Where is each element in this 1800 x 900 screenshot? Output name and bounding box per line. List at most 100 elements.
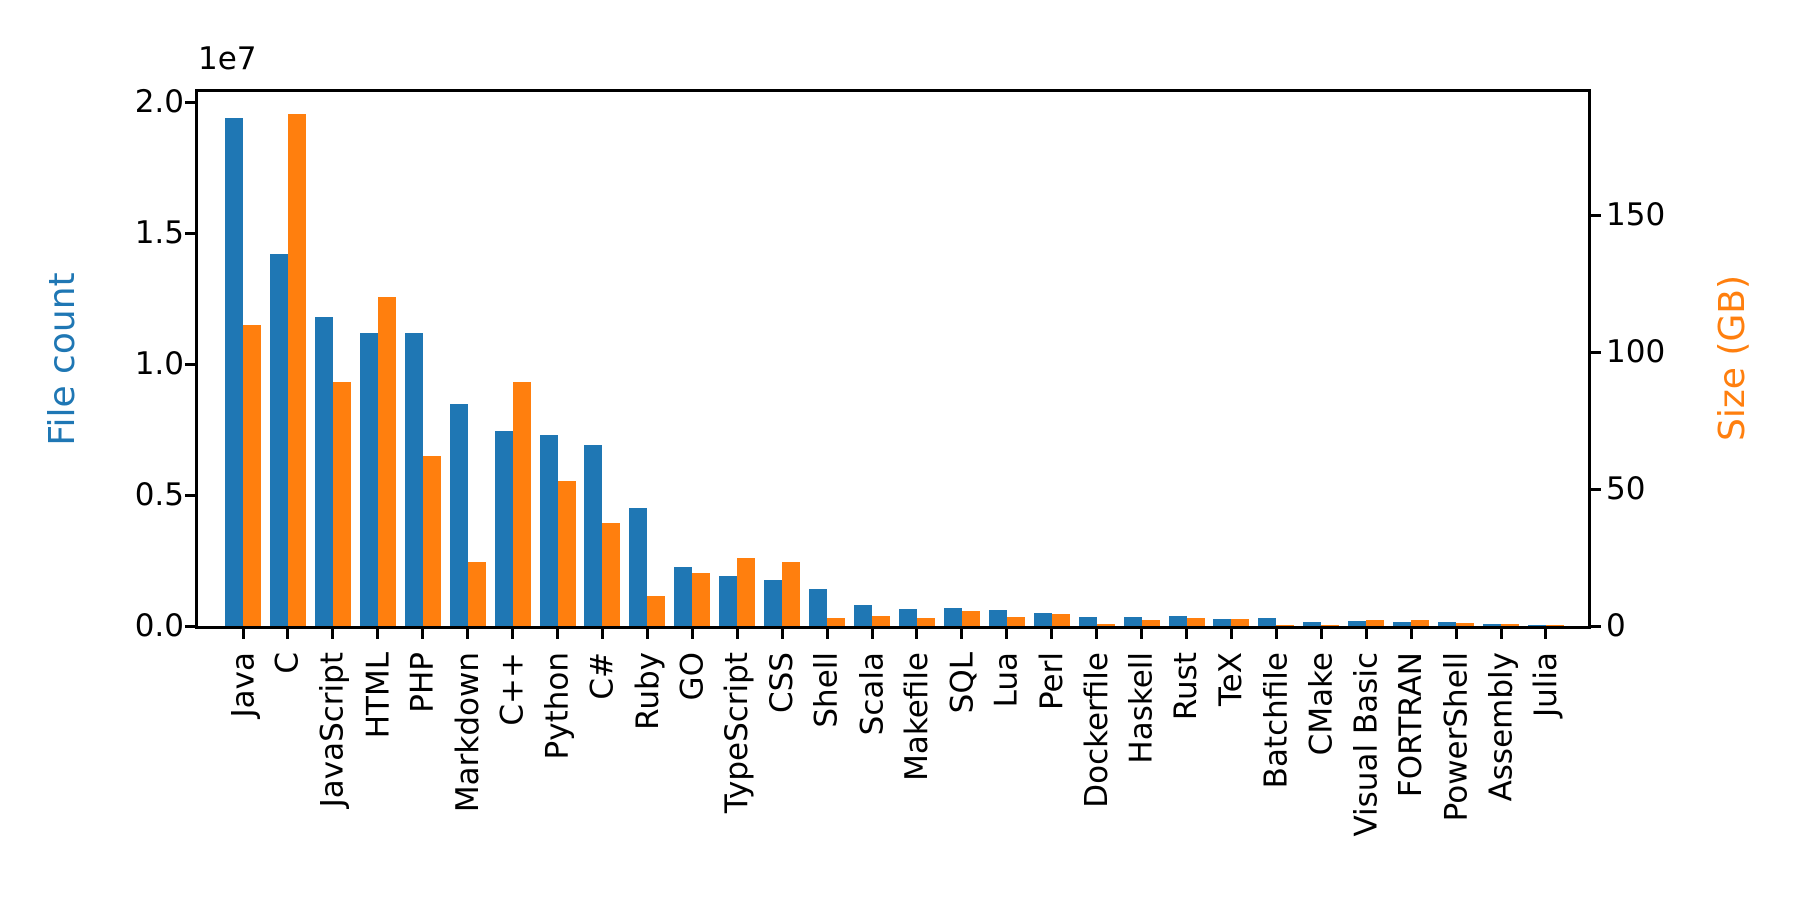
right-y-tick-150 (1589, 213, 1601, 217)
bar-file-count-visual-basic (1348, 620, 1367, 626)
x-tick-label-perl: Perl (1033, 652, 1070, 711)
x-tick-label-scala: Scala (854, 652, 891, 736)
bar-file-count-powershell (1438, 621, 1457, 626)
x-tick-label-java: Java (225, 652, 261, 718)
x-tick-powershell (1454, 627, 1458, 639)
bar-size-java (243, 324, 261, 626)
bar-size-typescript (737, 557, 756, 626)
x-tick-label-rust: Rust (1168, 652, 1205, 721)
x-tick-makefile (915, 627, 919, 639)
x-tick-label-assembly: Assembly (1483, 652, 1520, 802)
bar-file-count-sql (943, 608, 962, 626)
bar-size-assembly (1501, 624, 1520, 626)
plot-area (195, 89, 1591, 629)
bar-size-rust (1186, 618, 1205, 626)
x-tick-label-fortran: FORTRAN (1393, 652, 1430, 798)
x-tick-java (241, 627, 245, 639)
bar-file-count-tex (1213, 618, 1232, 626)
bar-size-tex (1231, 618, 1250, 626)
x-tick-label-dockerfile: Dockerfile (1078, 652, 1115, 808)
bar-size-php (422, 456, 441, 626)
bar-size-perl (1051, 613, 1070, 626)
left-y-tick-label-0.5: 0.5 (134, 477, 184, 514)
bar-file-count-c (494, 431, 513, 626)
x-tick-label-julia: Julia (1527, 652, 1564, 718)
x-tick-c (511, 627, 515, 639)
x-tick-tex (1229, 627, 1233, 639)
x-tick-visual-basic (1364, 627, 1368, 639)
bar-file-count-fortran (1393, 622, 1412, 626)
left-y-tick-1.5 (185, 231, 197, 235)
bar-size-sql (961, 610, 980, 626)
bar-file-count-batchfile (1258, 618, 1277, 626)
bar-file-count-css (764, 580, 783, 626)
bar-size-ruby (647, 595, 666, 626)
x-tick-c (286, 627, 290, 639)
left-y-tick-0.5 (185, 493, 197, 497)
x-tick-typescript (735, 627, 739, 639)
right-y-tick-50 (1589, 487, 1601, 491)
left-axis-offset-label: 1e7 (198, 41, 257, 77)
right-y-tick-label-0: 0 (1606, 608, 1626, 644)
bar-file-count-markdown (449, 403, 468, 626)
x-tick-label-go: GO (674, 652, 711, 701)
x-tick-assembly (1499, 627, 1503, 639)
x-tick-label-powershell: PowerShell (1438, 652, 1475, 822)
x-tick-dockerfile (1095, 627, 1099, 639)
x-tick-javascript (331, 627, 335, 639)
bar-size-dockerfile (1096, 624, 1115, 626)
bar-size-css (782, 561, 801, 626)
x-tick-label-tex: TeX (1213, 652, 1250, 706)
bar-file-count-c (269, 254, 288, 626)
x-tick-lua (1005, 627, 1009, 639)
x-tick-label-javascript: JavaScript (314, 652, 351, 808)
x-tick-cmake (1319, 627, 1323, 639)
bar-file-count-makefile (898, 609, 917, 626)
bar-size-makefile (916, 618, 935, 626)
x-tick-label-c: C (269, 652, 306, 674)
bar-size-c (512, 382, 531, 626)
bar-size-julia (1545, 625, 1564, 626)
x-tick-label-c: C# (584, 652, 621, 700)
x-tick-label-batchfile: Batchfile (1258, 652, 1295, 789)
bar-file-count-julia (1527, 624, 1546, 626)
x-tick-label-typescript: TypeScript (719, 652, 756, 814)
x-tick-haskell (1140, 627, 1144, 639)
x-tick-markdown (466, 627, 470, 639)
bar-size-c (287, 113, 306, 626)
bar-size-javascript (332, 382, 351, 626)
bar-file-count-haskell (1123, 616, 1142, 626)
bar-file-count-lua (988, 610, 1007, 626)
x-tick-shell (825, 627, 829, 639)
bar-file-count-perl (1033, 612, 1052, 626)
x-tick-label-css: CSS (764, 652, 801, 714)
left-y-tick-0.0 (185, 624, 197, 628)
x-tick-label-html: HTML (359, 652, 396, 739)
x-tick-css (780, 627, 784, 639)
left-y-tick-1.0 (185, 362, 197, 366)
bar-size-scala (872, 615, 891, 626)
x-tick-label-markdown: Markdown (449, 652, 486, 813)
x-tick-julia (1544, 627, 1548, 639)
right-y-tick-100 (1589, 350, 1601, 354)
x-tick-label-python: Python (539, 652, 576, 760)
x-tick-label-lua: Lua (988, 652, 1025, 708)
bar-size-c (602, 523, 621, 626)
right-y-tick-label-100: 100 (1606, 334, 1666, 371)
x-tick-sql (960, 627, 964, 639)
x-tick-python (556, 627, 559, 639)
bar-file-count-c (584, 445, 603, 626)
x-tick-c (600, 627, 604, 639)
bar-file-count-javascript (314, 317, 333, 626)
x-tick-label-makefile: Makefile (898, 652, 935, 781)
right-y-tick-label-150: 150 (1606, 197, 1666, 234)
bar-size-haskell (1141, 619, 1160, 626)
x-tick-html (376, 627, 380, 639)
bar-file-count-ruby (629, 508, 648, 626)
x-tick-batchfile (1274, 627, 1278, 639)
bar-size-batchfile (1276, 624, 1295, 626)
x-tick-label-shell: Shell (809, 652, 846, 728)
bar-size-cmake (1321, 624, 1340, 626)
bar-file-count-shell (809, 589, 828, 626)
